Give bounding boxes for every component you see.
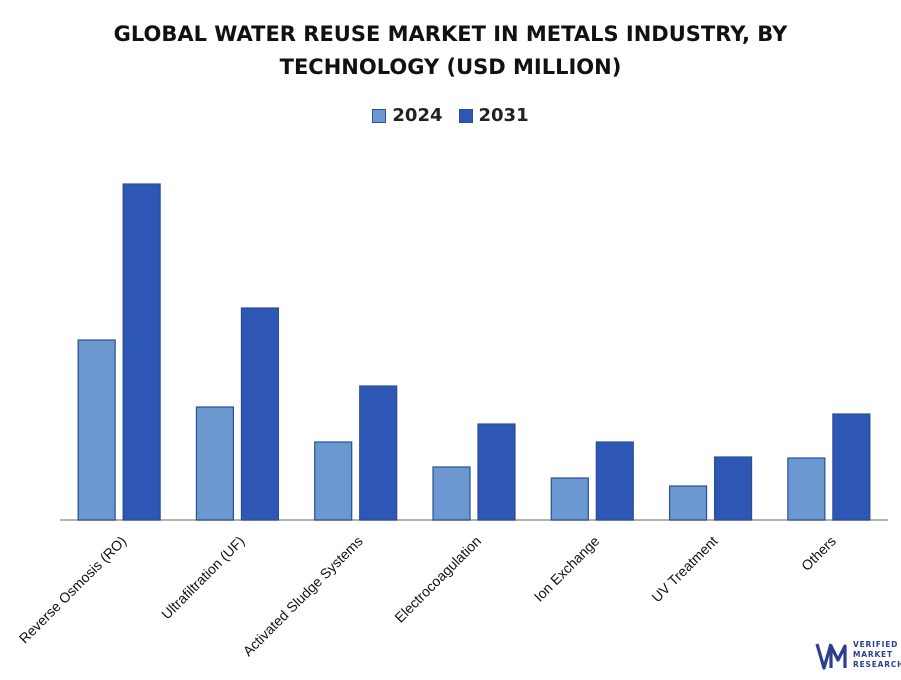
- legend-swatch-2031: [458, 108, 473, 123]
- legend-label-2031: 2031: [478, 105, 529, 126]
- bar-2024-1: [195, 406, 235, 521]
- bar-2024-3: [432, 466, 471, 521]
- bar-2031-4: [595, 441, 634, 521]
- legend-label-2024: 2024: [392, 105, 443, 126]
- legend-item-2031: 2031: [458, 105, 529, 126]
- chart-title: GLOBAL WATER REUSE MARKET IN METALS INDU…: [0, 18, 901, 84]
- vmr-logo: VERIFIED MARKET RESEARCH: [815, 640, 901, 676]
- chart-title-line-1: GLOBAL WATER REUSE MARKET IN METALS INDU…: [113, 22, 788, 46]
- bar-2031-3: [477, 423, 516, 521]
- vmr-logo-line-3: RESEARCH: [853, 660, 901, 669]
- bar-2031-2: [359, 385, 398, 521]
- bar-2031-0: [122, 183, 161, 521]
- legend-swatch-2024: [372, 108, 387, 123]
- bar-2031-6: [832, 413, 871, 521]
- x-tick-label-6: Others: [798, 533, 839, 574]
- vmr-logo-mark-icon: [815, 643, 847, 670]
- vmr-logo-line-1: VERIFIED: [853, 640, 899, 649]
- bar-2024-4: [550, 477, 589, 521]
- bar-2024-6: [787, 457, 826, 521]
- x-tick-label-0: Reverse Osmosis (RO): [16, 533, 130, 647]
- chart-title-line-2: TECHNOLOGY (USD MILLION): [279, 55, 622, 79]
- bar-2024-0: [77, 339, 116, 521]
- x-tick-label-2: Activated Sludge Systems: [240, 533, 366, 659]
- x-tick-label-1: Ultrafiltration (UF): [158, 533, 247, 622]
- x-tick-label-3: Electrocoagulation: [391, 533, 484, 626]
- bar-2031-1: [240, 307, 280, 521]
- vmr-logo-line-2: MARKET: [853, 650, 893, 659]
- bar-2024-2: [314, 441, 353, 521]
- bar-2024-5: [668, 485, 708, 521]
- legend-item-2024: 2024: [372, 105, 443, 126]
- x-tick-label-4: Ion Exchange: [531, 533, 603, 605]
- x-tick-label-5: UV Treatment: [648, 533, 720, 605]
- vmr-logo-text: VERIFIED MARKET RESEARCH: [853, 640, 901, 670]
- bar-2031-5: [713, 456, 753, 521]
- chart-legend: 2024 2031: [0, 105, 901, 126]
